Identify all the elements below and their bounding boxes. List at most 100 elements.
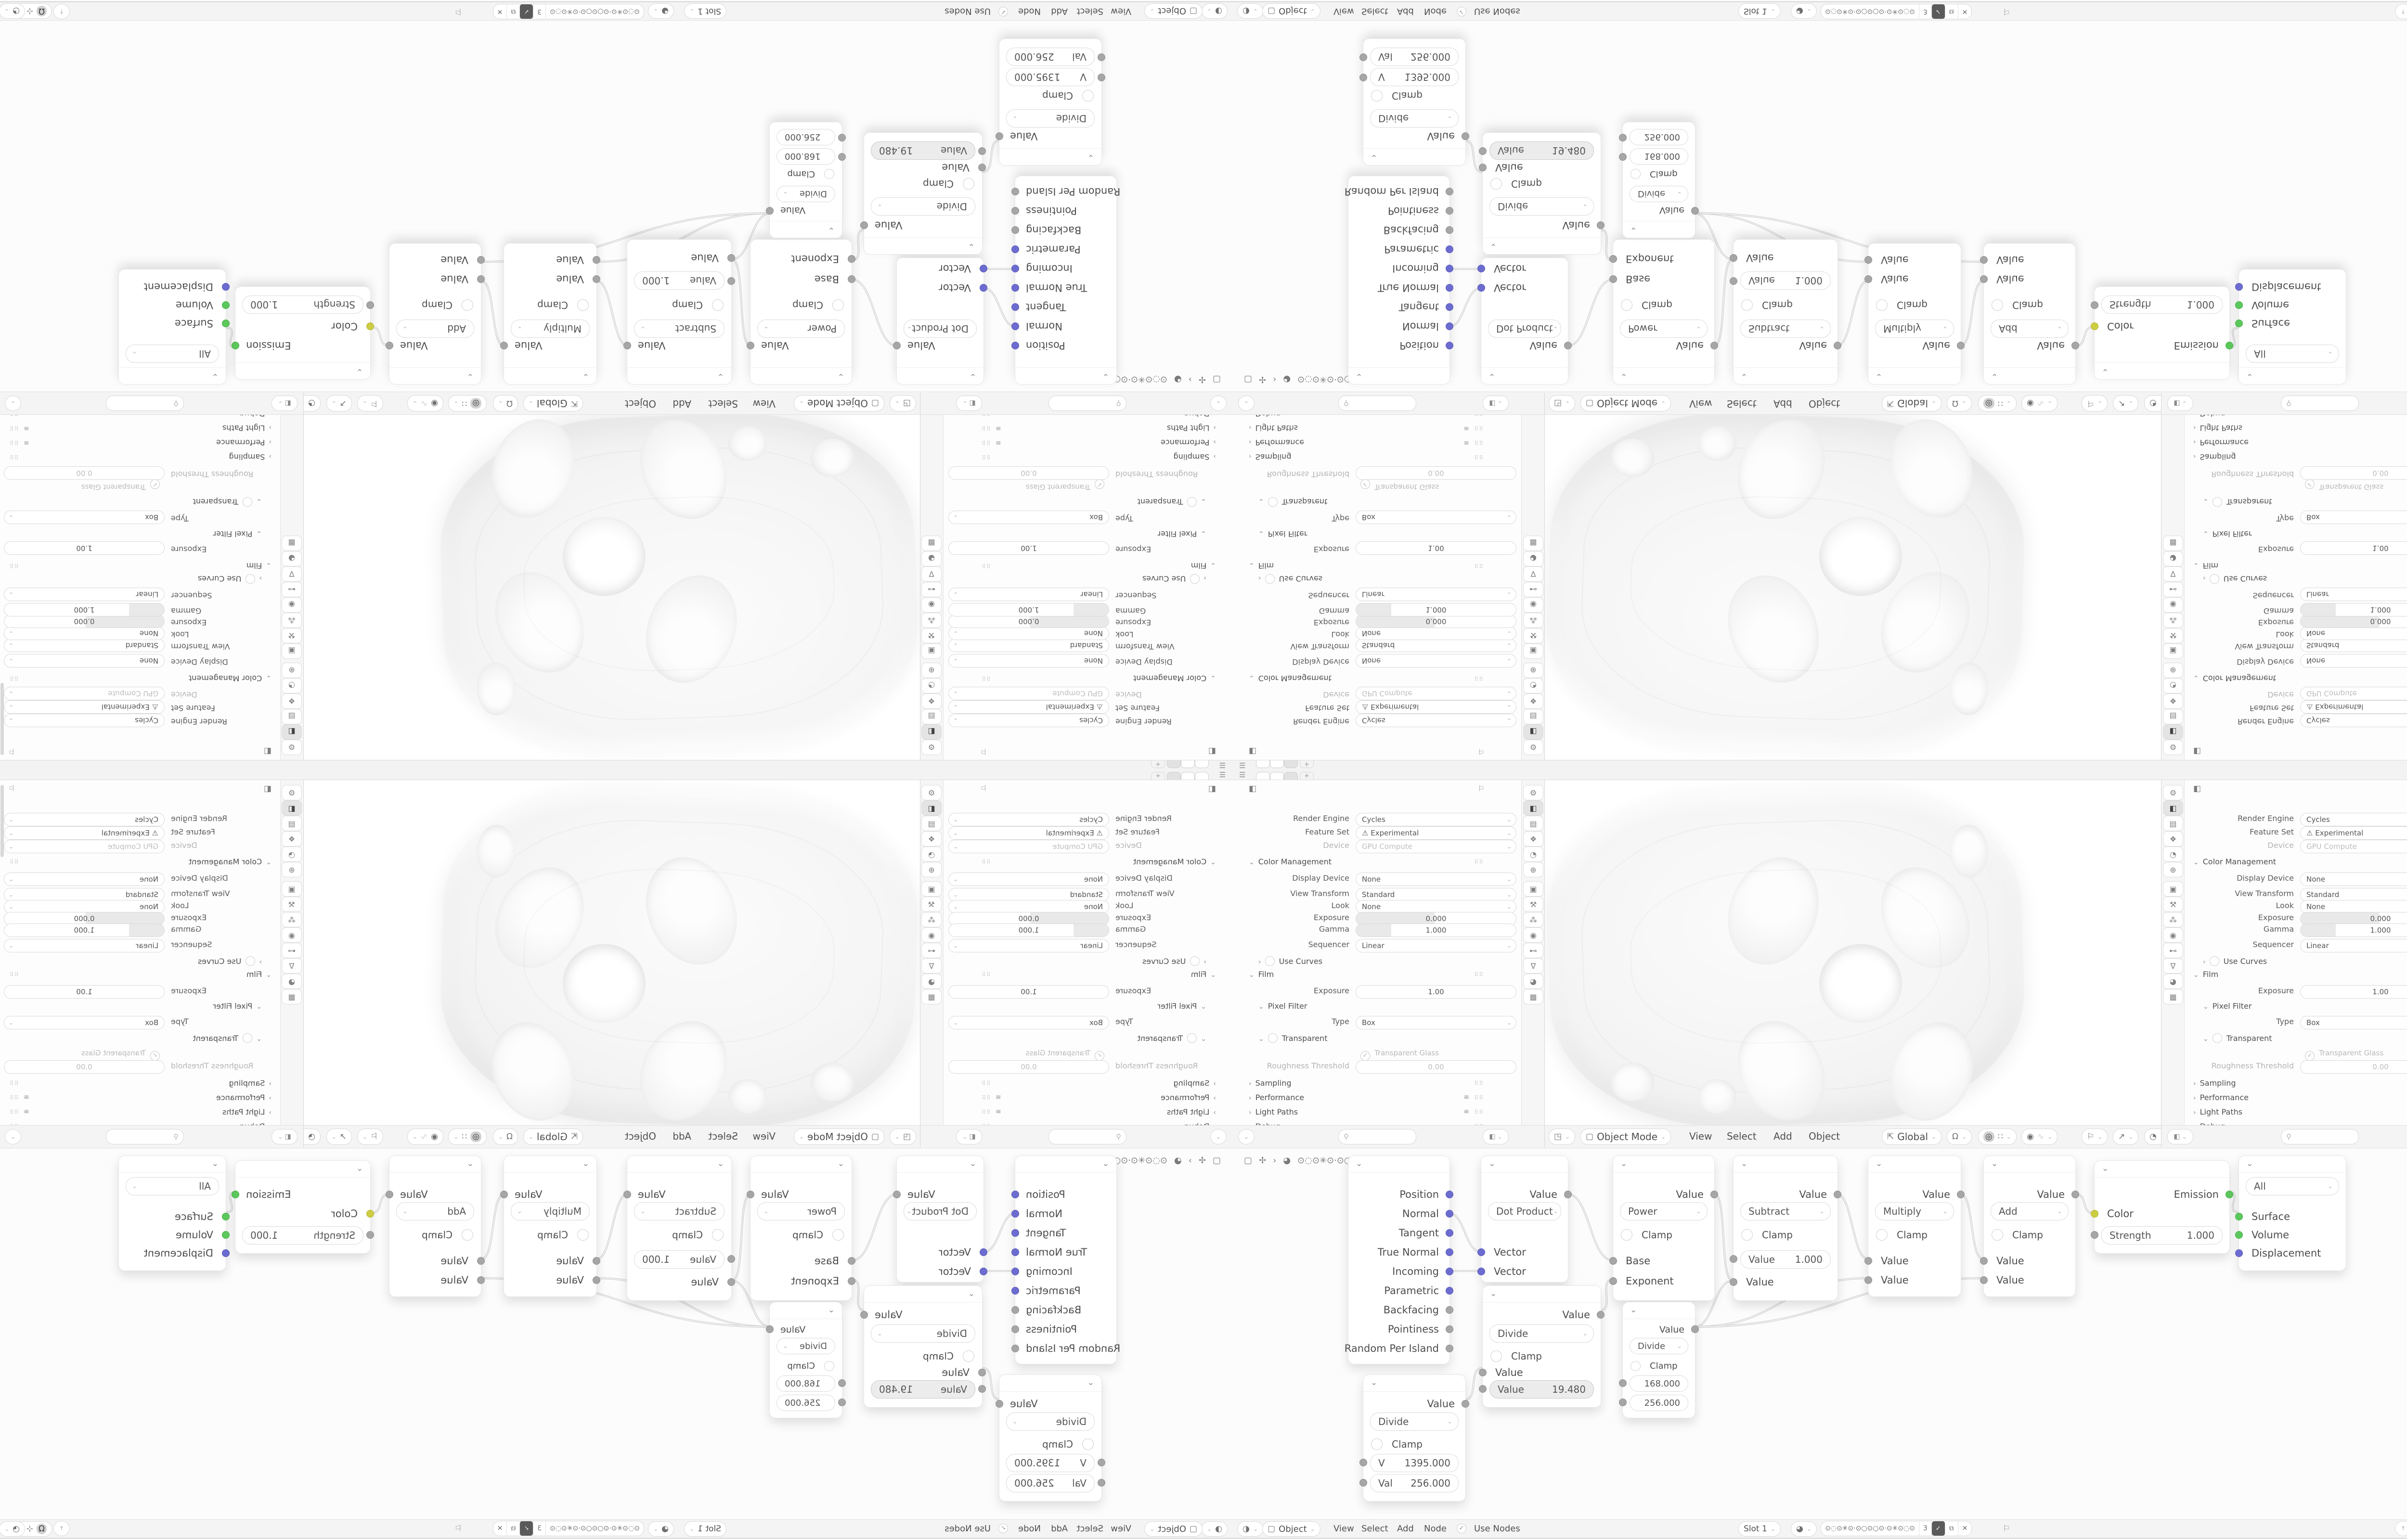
copy-icon[interactable]: ⧉ — [506, 1521, 520, 1536]
overlays-dropdown[interactable]: ↗ ⌄ — [326, 395, 352, 411]
film-exposure-slider[interactable]: 1.00 — [4, 541, 165, 555]
socket-value-1[interactable] — [1359, 74, 1367, 81]
performance-section[interactable]: ›Performance ≡ ⠿⠿ — [1249, 438, 1484, 447]
tab-physics[interactable]: ◉ — [282, 927, 302, 943]
socket-value-out[interactable] — [1462, 1400, 1469, 1408]
node-header[interactable]: ⌄ — [1984, 1156, 2075, 1173]
tab-view-layer[interactable]: ❖ — [921, 693, 942, 709]
socket-color[interactable] — [366, 1210, 374, 1218]
preset-list-icon[interactable]: ≡ — [1463, 1108, 1469, 1116]
socket-random-per-island[interactable] — [1446, 188, 1453, 195]
tab-constraints[interactable]: ⊷ — [921, 943, 942, 958]
tab-material[interactable]: ◕ — [921, 974, 942, 989]
node-vector-math-dot-product[interactable]: ⌄ Value Dot Product ⌄ Vector Vector — [1477, 257, 1572, 385]
value-field[interactable]: 168.000 — [1630, 148, 1688, 165]
node-header[interactable]: ⌄ — [627, 1156, 731, 1173]
socket-parametric[interactable] — [1446, 245, 1453, 253]
preset-list-icon[interactable]: ≡ — [24, 1093, 29, 1101]
transparent-checkbox[interactable] — [1268, 1033, 1278, 1043]
menu-select[interactable]: Select — [1076, 6, 1103, 17]
socket-value-1[interactable] — [1864, 275, 1872, 283]
socket-value-2[interactable] — [727, 1278, 735, 1286]
socket-surface[interactable] — [222, 1213, 230, 1220]
transparent-glass-checkbox[interactable]: ✓ — [2305, 1051, 2315, 1061]
tab-object-data[interactable]: ∇ — [921, 566, 942, 582]
tab-physics[interactable]: ◉ — [2163, 597, 2183, 613]
tab-object[interactable]: ▣ — [1523, 643, 1543, 659]
node-header[interactable]: ⌄ — [1348, 1156, 1449, 1173]
socket-value-1[interactable] — [1730, 1255, 1737, 1263]
tab-world[interactable]: ⊕ — [2163, 862, 2183, 877]
socket-value-out[interactable] — [747, 342, 754, 349]
socket-value-2[interactable] — [1980, 1276, 1988, 1284]
tab-object[interactable]: ▣ — [1523, 881, 1543, 897]
use-curves-checkbox[interactable] — [1190, 574, 1200, 584]
value-field[interactable]: 256.000 — [1630, 1395, 1688, 1411]
material-name-field[interactable]: ⊙◌⊙✳⊙·⊙○⊙○⊙·⊙✳⊙◌⊙ — [1821, 4, 1919, 19]
sequencer-select[interactable]: Linear⌄ — [1356, 588, 1516, 601]
feature-set-select[interactable]: ⚠ Experimental⌄ — [948, 826, 1109, 840]
close-icon[interactable]: ✕ — [497, 8, 503, 15]
transparent-checkbox[interactable] — [243, 497, 253, 507]
use-curves-checkbox[interactable] — [246, 574, 256, 584]
tab-tool[interactable]: ⚙ — [2163, 785, 2183, 800]
editor-type-shader-icon[interactable]: ◑ ⌄ — [1202, 1521, 1228, 1537]
snap-toggle-disabled[interactable]: ↑ — [53, 1521, 70, 1536]
pixel-filter-section[interactable]: ⌄Pixel Filter — [213, 529, 262, 539]
performance-section[interactable]: ›Performance ≡ ⠿⠿ — [9, 438, 272, 447]
operation-select[interactable]: Divide ⌄ — [1489, 197, 1594, 216]
tab-constraints[interactable]: ⊷ — [2163, 582, 2183, 597]
transparent-checkbox[interactable] — [1187, 497, 1197, 507]
menu-view[interactable]: View — [1333, 6, 1354, 17]
socket-value-1[interactable] — [1479, 164, 1487, 171]
output-target-select[interactable]: All ⌄ — [126, 345, 219, 363]
filter-type-select[interactable]: Box⌄ — [4, 1016, 165, 1029]
shader-type-dropdown[interactable]: ▢ Object ⌄ — [1144, 3, 1203, 19]
chevron-down-icon[interactable]: ⌄ — [1238, 1129, 1255, 1144]
proportional-edit-dropdown[interactable]: ◎ ∷ ⌄ — [448, 395, 487, 411]
tab-scene[interactable]: ◔ — [921, 678, 942, 693]
workspace-tab[interactable] — [1256, 772, 1270, 780]
clamp-checkbox[interactable]: Clamp — [672, 299, 724, 311]
transparent-glass-checkbox[interactable]: ✓ — [2305, 479, 2315, 489]
filter-type-select[interactable]: Box⌄ — [1356, 511, 1516, 524]
tab-scene[interactable]: ◔ — [282, 678, 302, 693]
feature-set-select[interactable]: ⚠ Experimental⌄ — [1356, 700, 1516, 714]
menu-object[interactable]: Object — [624, 398, 656, 410]
material-name-field[interactable]: ⊙◌⊙✳⊙·⊙○⊙○⊙·⊙✳⊙◌⊙ — [1821, 1521, 1919, 1536]
gamma-slider[interactable]: 1.000 — [1356, 924, 1516, 937]
material-slot-dropdown[interactable]: Slot 1 ⌄ — [684, 3, 726, 19]
operation-select[interactable]: Divide ⌄ — [1630, 186, 1688, 202]
node-math-multiply[interactable]: ⌄ Value Multiply ⌄ Clamp Value Value — [500, 1155, 600, 1297]
transparent-checkbox[interactable] — [243, 1033, 253, 1043]
users-count-button[interactable]: 3 — [1919, 1521, 1932, 1536]
socket-pointiness[interactable] — [1446, 1325, 1453, 1333]
node-header[interactable]: ⌄ — [1363, 1375, 1465, 1392]
film-exposure-slider[interactable]: 1.00 — [948, 541, 1109, 555]
editor-type-shader-icon[interactable]: ◑ ⌄ — [1202, 3, 1228, 19]
tab-texture[interactable]: ▦ — [2163, 536, 2183, 551]
socket-parametric[interactable] — [1011, 245, 1019, 253]
value-field[interactable]: Val 256.000 — [1370, 48, 1459, 66]
search-input[interactable]: ⚲ — [2281, 396, 2359, 411]
gamma-slider[interactable]: 1.000 — [4, 603, 165, 616]
socket-incoming[interactable] — [1011, 1268, 1019, 1275]
film-section[interactable]: ⌄Film ⠿⠿ — [981, 561, 1216, 570]
color-management-section[interactable]: ⌄Color Management ⠿⠿ — [2193, 674, 2276, 683]
sequencer-select[interactable]: Linear⌄ — [1356, 939, 1516, 952]
menu-object[interactable]: Object — [1809, 1130, 1840, 1142]
node-header[interactable]: ⌄ — [999, 1375, 1101, 1392]
node-header[interactable]: ⌄ — [1483, 237, 1601, 254]
socket-value-1[interactable] — [477, 1257, 485, 1265]
exposure-slider[interactable]: 0.000 — [948, 615, 1109, 628]
node-header[interactable]: ⌄ — [999, 148, 1101, 165]
tab-view-layer[interactable]: ❖ — [282, 693, 302, 709]
film-section[interactable]: ⌄Film ⠿⠿ — [1249, 970, 1484, 979]
tab-output[interactable]: ▤ — [921, 816, 942, 831]
socket-true-normal[interactable] — [1446, 1248, 1453, 1256]
tab-texture[interactable]: ▦ — [282, 989, 302, 1004]
operation-select[interactable]: Divide ⌄ — [1006, 109, 1095, 128]
node-header[interactable]: ⌄ — [1734, 1156, 1838, 1173]
tab-material[interactable]: ◕ — [282, 974, 302, 989]
socket-color[interactable] — [2091, 1210, 2098, 1218]
